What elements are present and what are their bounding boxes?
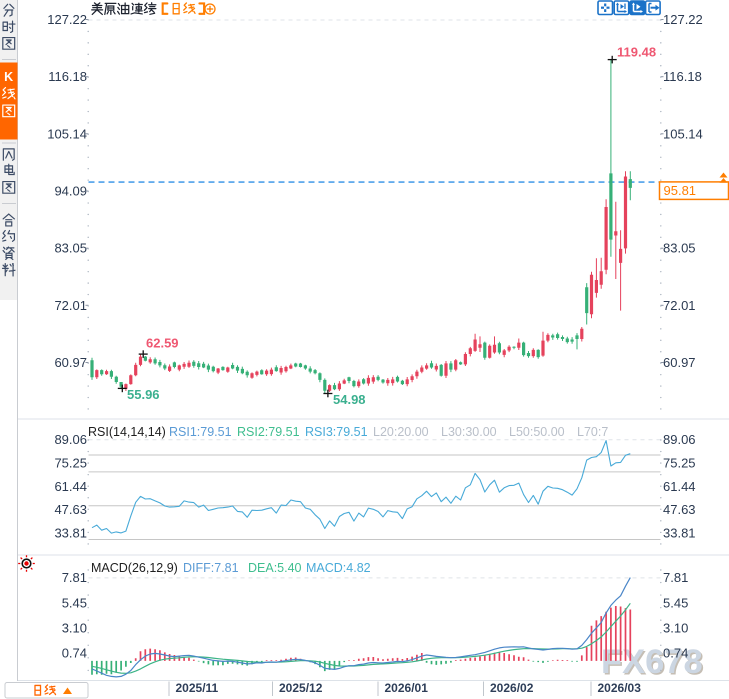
svg-text:95.81: 95.81	[664, 183, 697, 198]
svg-text:75.25: 75.25	[54, 456, 87, 471]
svg-text:127.22: 127.22	[47, 12, 87, 27]
svg-text:7.81: 7.81	[62, 570, 87, 585]
svg-text:FX678: FX678	[603, 645, 705, 683]
svg-text:94.09: 94.09	[54, 184, 87, 199]
svg-text:5.45: 5.45	[62, 595, 87, 610]
svg-text:3.10: 3.10	[663, 620, 688, 635]
svg-text:61.44: 61.44	[663, 479, 696, 494]
svg-text:L50:50.00: L50:50.00	[509, 425, 565, 439]
svg-text:61.44: 61.44	[54, 479, 87, 494]
svg-text:RSI2:79.51: RSI2:79.51	[237, 425, 300, 439]
svg-text:60.97: 60.97	[663, 355, 696, 370]
svg-text:K: K	[4, 70, 13, 84]
svg-text:105.14: 105.14	[47, 126, 87, 141]
svg-text:5.45: 5.45	[663, 595, 688, 610]
svg-text:47.63: 47.63	[663, 502, 696, 517]
svg-text:54.98: 54.98	[333, 392, 366, 407]
svg-text:L30:30.00: L30:30.00	[441, 425, 497, 439]
svg-text:47.63: 47.63	[54, 502, 87, 517]
svg-text:89.06: 89.06	[54, 432, 87, 447]
svg-text:MACD:4.82: MACD:4.82	[306, 561, 371, 575]
svg-text:RSI3:79.51: RSI3:79.51	[305, 425, 368, 439]
svg-text:33.81: 33.81	[54, 526, 87, 541]
svg-text:75.25: 75.25	[663, 456, 696, 471]
svg-text:89.06: 89.06	[663, 432, 696, 447]
svg-text:0.74: 0.74	[62, 646, 87, 661]
svg-text:L70:7: L70:7	[577, 425, 608, 439]
svg-text:RSI(14,14,14): RSI(14,14,14)	[88, 425, 166, 439]
svg-text:FX678: FX678	[601, 643, 703, 681]
svg-text:105.14: 105.14	[663, 126, 703, 141]
svg-text:83.05: 83.05	[54, 241, 87, 256]
svg-text:RSI1:79.51: RSI1:79.51	[169, 425, 232, 439]
svg-text:33.81: 33.81	[663, 526, 696, 541]
svg-text:DIFF:7.81: DIFF:7.81	[183, 561, 239, 575]
svg-text:7.81: 7.81	[663, 570, 688, 585]
svg-text:60.97: 60.97	[54, 355, 87, 370]
svg-text:2026/02: 2026/02	[490, 681, 534, 695]
svg-text:72.01: 72.01	[54, 298, 87, 313]
svg-text:83.05: 83.05	[663, 241, 696, 256]
svg-text:2026/01: 2026/01	[385, 681, 429, 695]
svg-text:116.18: 116.18	[663, 69, 702, 84]
svg-text:2025/12: 2025/12	[279, 681, 323, 695]
svg-text:L20:20.00: L20:20.00	[373, 425, 429, 439]
svg-text:2025/11: 2025/11	[176, 681, 219, 695]
svg-text:72.01: 72.01	[663, 298, 696, 313]
svg-text:3.10: 3.10	[62, 620, 87, 635]
svg-text:55.96: 55.96	[127, 387, 160, 402]
svg-text:0.74: 0.74	[663, 646, 688, 661]
svg-text:116.18: 116.18	[48, 69, 87, 84]
svg-text:2026/03: 2026/03	[598, 681, 642, 695]
svg-text:DEA:5.40: DEA:5.40	[248, 561, 302, 575]
svg-text:62.59: 62.59	[146, 336, 179, 351]
svg-text:119.48: 119.48	[617, 45, 656, 60]
svg-text:MACD(26,12,9): MACD(26,12,9)	[91, 561, 178, 575]
svg-text:127.22: 127.22	[663, 12, 703, 27]
